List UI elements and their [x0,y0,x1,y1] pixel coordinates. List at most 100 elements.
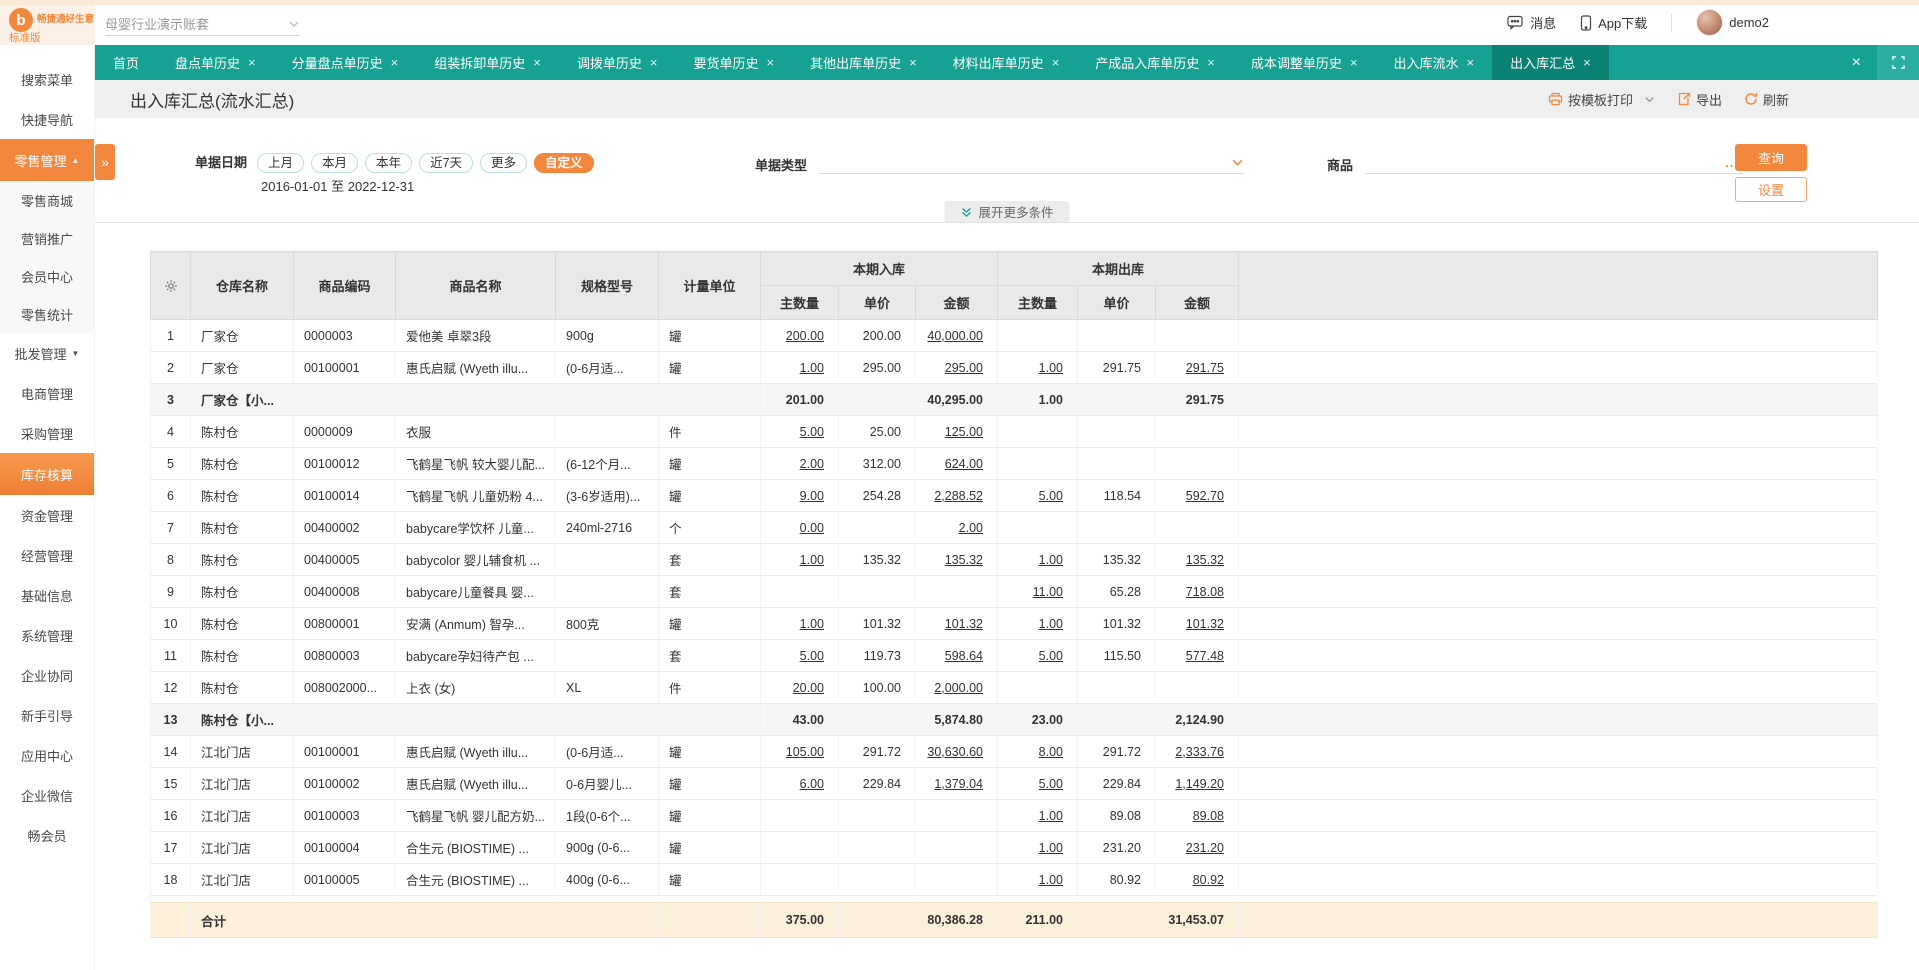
table-row[interactable]: 6 陈村仓 00100014 飞鹤星飞帆 儿童奶粉 4... (3-6岁适用)... 罐 9… [150,479,1878,512]
date-range-value[interactable]: 2016-01-01 至 2022-12-31 [261,179,415,194]
subtotal-row[interactable]: 13 陈村仓【小... 43.00 5,874.80 23.00 2,124.90 [150,703,1878,736]
date-pill-custom[interactable]: 自定义 [534,153,594,173]
sidebar-item[interactable]: 营销推广 [0,219,94,257]
drill-down-link[interactable]: 101.32 [944,616,983,631]
drill-down-link[interactable]: 11.00 [1032,584,1063,599]
tab-home[interactable]: 首页 [95,45,157,80]
sidebar-item[interactable]: 企业协同 [0,655,94,695]
table-row[interactable]: 5 陈村仓 00100012 飞鹤星飞帆 较大婴儿配... (6-12个月... 罐 2.0… [150,447,1878,480]
drill-down-link[interactable]: 2.00 [799,456,824,471]
drill-down-link[interactable]: 2,288.52 [934,488,983,503]
drill-down-link[interactable]: 1.00 [799,552,824,567]
fullscreen-icon[interactable] [1877,45,1919,80]
close-tab-icon[interactable]: × [649,55,658,70]
tab-3[interactable]: 组装拆卸单历史 × [416,45,559,80]
col-header-unit[interactable]: 计量单位 [658,251,761,320]
drill-down-link[interactable]: 105.00 [785,744,824,759]
drill-down-link[interactable]: 101.32 [1185,616,1224,631]
sidebar-item[interactable]: 畅会员 [0,815,94,855]
sidebar-item[interactable]: 新手引导 [0,695,94,735]
drill-down-link[interactable]: 135.32 [1185,552,1224,567]
drill-down-link[interactable]: 8.00 [1038,744,1063,759]
drill-down-link[interactable]: 2,333.76 [1175,744,1224,759]
drill-down-link[interactable]: 40,000.00 [927,328,983,343]
drill-down-link[interactable]: 0.00 [799,520,824,535]
drill-down-link[interactable]: 1.00 [1038,808,1063,823]
drill-down-link[interactable]: 598.64 [944,648,983,663]
close-tab-icon[interactable]: × [1207,55,1215,70]
subtotal-row[interactable]: 3 厂家仓【小... 201.00 40,295.00 1.00 291.75 [150,383,1878,416]
doc-type-select[interactable] [819,152,1245,174]
tab-5[interactable]: 要货单历史 × [675,45,792,80]
column-settings-gear-icon[interactable] [150,251,191,320]
sidebar-item[interactable]: 零售管理 ▲ [0,139,94,181]
col-header-out-price[interactable]: 单价 [1077,285,1156,320]
tab-8[interactable]: 产成品入库单历史 × [1077,45,1233,80]
sidebar-item[interactable]: 电商管理 [0,373,94,413]
date-pill[interactable]: 近7天 [419,153,474,173]
drill-down-link[interactable]: 231.20 [1185,840,1224,855]
sidebar-item[interactable]: 快捷导航 [0,99,94,139]
close-all-tabs-icon[interactable]: × [1851,53,1861,71]
sidebar-item[interactable]: 系统管理 [0,615,94,655]
table-row[interactable]: 17 江北门店 00100004 合生元 (BIOSTIME) ... 900g (0-… [150,831,1878,864]
drill-down-link[interactable]: 291.75 [1185,360,1224,375]
drill-down-link[interactable]: 125.00 [944,424,983,439]
drill-down-link[interactable]: 135.32 [944,552,983,567]
tab-7[interactable]: 材料出库单历史 × [935,45,1078,80]
table-row[interactable]: 4 陈村仓 0000009 衣服 件 5.00 25.00 125.00 [150,415,1878,448]
col-header-warehouse[interactable]: 仓库名称 [190,251,294,320]
total-row[interactable]: 合计 375.00 80,386.28 211.00 31,453.07 [150,902,1878,938]
sidebar-item[interactable]: 采购管理 [0,413,94,453]
messages-button[interactable]: 消息 [1507,13,1556,32]
sidebar-item[interactable]: 经营管理 [0,535,94,575]
drill-down-link[interactable]: 5.00 [1038,776,1063,791]
table-row[interactable]: 8 陈村仓 00400005 babycolor 婴儿辅食机 ... 套 1.00 135.… [150,543,1878,576]
col-header-spec[interactable]: 规格型号 [555,251,659,320]
drill-down-link[interactable]: 1,149.20 [1175,776,1224,791]
drill-down-link[interactable]: 1.00 [1038,616,1063,631]
sidebar-item[interactable]: 企业微信 [0,775,94,815]
table-row[interactable]: 9 陈村仓 00400008 babycare儿童餐具 婴... 套 11.00 65.28… [150,575,1878,608]
account-select[interactable]: 母婴行业演示账套 [105,12,300,36]
sidebar-item[interactable]: 会员中心 [0,257,94,295]
close-tab-icon[interactable]: × [390,55,399,70]
date-pill[interactable]: 本月 [311,153,359,173]
table-row[interactable]: 16 江北门店 00100003 飞鹤星飞帆 婴儿配方奶... 1段(0-6个... 罐 1… [150,799,1878,832]
sidebar-item[interactable]: 零售商城 [0,181,94,219]
sidebar-item[interactable]: 搜索菜单 [0,59,94,99]
close-tab-icon[interactable]: × [533,55,541,70]
drill-down-link[interactable]: 1.00 [1038,552,1063,567]
close-tab-icon[interactable]: × [1583,55,1591,70]
close-tab-icon[interactable]: × [909,55,917,70]
drill-down-link[interactable]: 1.00 [1038,840,1063,855]
tab-6[interactable]: 其他出库单历史 × [792,45,935,80]
drill-down-link[interactable]: 1.00 [799,360,824,375]
col-header-out-amount[interactable]: 金额 [1155,285,1239,320]
drill-down-link[interactable]: 718.08 [1185,584,1224,599]
sidebar-item[interactable]: 资金管理 [0,495,94,535]
close-tab-icon[interactable]: × [1466,55,1475,70]
tab-9[interactable]: 成本调整单历史 × [1233,45,1376,80]
print-by-template-button[interactable]: 按模板打印 [1548,90,1655,109]
settings-button[interactable]: 设置 [1735,177,1807,202]
drill-down-link[interactable]: 2.00 [958,520,983,535]
drill-down-link[interactable]: 295.00 [944,360,983,375]
sidebar-item[interactable]: 零售统计 [0,295,94,333]
drill-down-link[interactable]: 5.00 [1038,488,1063,503]
drill-down-link[interactable]: 89.08 [1192,808,1224,823]
expand-more-conditions[interactable]: 展开更多条件 [944,201,1070,222]
tab-4[interactable]: 调拨单历史 × [559,45,676,80]
close-tab-icon[interactable]: × [1051,55,1060,70]
tab-10[interactable]: 出入库流水 × [1376,45,1493,80]
tab-1[interactable]: 盘点单历史 × [157,45,274,80]
sidebar-item[interactable]: 应用中心 [0,735,94,775]
close-tab-icon[interactable]: × [1349,55,1358,70]
export-button[interactable]: 导出 [1677,90,1722,109]
drill-down-link[interactable]: 5.00 [799,648,824,663]
drill-down-link[interactable]: 20.00 [792,680,824,695]
table-row[interactable]: 11 陈村仓 00800003 babycare孕妇待产包 ... 套 5.00 119.7… [150,639,1878,672]
ellipsis-picker-icon[interactable]: ... [1725,155,1740,170]
col-header-out-qty[interactable]: 主数量 [997,285,1078,320]
table-row[interactable]: 2 厂家仓 00100001 惠氏启赋 (Wyeth illu... (0-6月适...… [150,351,1878,384]
